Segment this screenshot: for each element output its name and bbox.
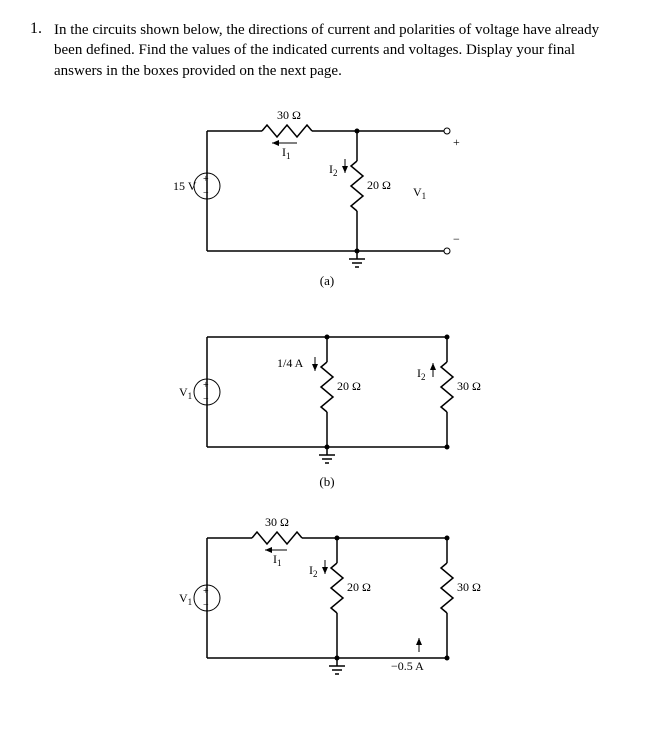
svg-text:+: +: [203, 586, 209, 597]
problem-number: 1.: [30, 20, 54, 38]
a-caption: (a): [320, 273, 334, 289]
svg-text:−: −: [203, 600, 209, 611]
svg-text:V1: V1: [179, 385, 192, 401]
svg-text:I2: I2: [329, 162, 338, 178]
b-r-mid: 20 Ω: [337, 379, 361, 393]
circuit-c-svg: + − V1 30 Ω I1 20 Ω I2: [167, 508, 487, 683]
svg-text:I1: I1: [282, 145, 291, 161]
circuit-a: + − 15 V 30 Ω I1 20 Ω I2: [167, 101, 487, 289]
svg-text:V1: V1: [413, 185, 426, 201]
svg-text:−: −: [203, 394, 209, 405]
svg-text:+: +: [203, 174, 209, 185]
b-caption: (b): [319, 474, 334, 490]
c-r-right: 30 Ω: [457, 580, 481, 594]
svg-text:+: +: [203, 380, 209, 391]
circuit-b-svg: + − V1 20 Ω 1/4 A 30 Ω I2: [167, 307, 487, 472]
c-isrc: −0.5 A: [391, 659, 424, 673]
c-src: V: [179, 591, 188, 605]
a-term-minus: −: [453, 232, 460, 246]
a-term-plus: +: [453, 135, 460, 149]
svg-text:I2: I2: [417, 366, 426, 382]
b-src: V: [179, 385, 188, 399]
svg-text:I1: I1: [273, 552, 282, 568]
a-r-mid: 20 Ω: [367, 178, 391, 192]
svg-text:V1: V1: [179, 591, 192, 607]
problem-statement: 1. In the circuits shown below, the dire…: [30, 20, 624, 81]
a-v1: V: [413, 185, 422, 199]
circuit-c: + − V1 30 Ω I1 20 Ω I2: [167, 508, 487, 683]
circuit-b: + − V1 20 Ω 1/4 A 30 Ω I2: [167, 307, 487, 490]
b-isrc: 1/4 A: [277, 356, 304, 370]
svg-text:I2: I2: [309, 563, 318, 579]
b-r-right: 30 Ω: [457, 379, 481, 393]
a-r-top: 30 Ω: [277, 108, 301, 122]
svg-text:−: −: [203, 188, 209, 199]
circuit-a-svg: + − 15 V 30 Ω I1 20 Ω I2: [167, 101, 487, 271]
a-source-label: 15 V: [173, 179, 197, 193]
c-r-mid: 20 Ω: [347, 580, 371, 594]
c-r-top: 30 Ω: [265, 515, 289, 529]
circuits-container: + − 15 V 30 Ω I1 20 Ω I2: [30, 101, 624, 683]
problem-text: In the circuits shown below, the directi…: [54, 20, 624, 81]
